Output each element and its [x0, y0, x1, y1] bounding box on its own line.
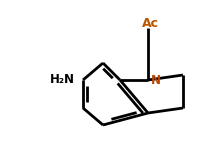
Text: Ac: Ac [142, 17, 159, 30]
Text: N: N [151, 74, 161, 87]
Text: H₂N: H₂N [50, 73, 75, 86]
